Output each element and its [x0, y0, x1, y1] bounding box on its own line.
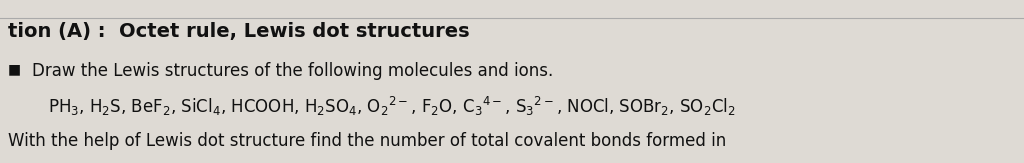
Text: PH$_3$, H$_2$S, BeF$_2$, SiCl$_4$, HCOOH, H$_2$SO$_4$, O$_2$$^{2-}$, F$_2$O, C$_: PH$_3$, H$_2$S, BeF$_2$, SiCl$_4$, HCOOH…: [48, 95, 736, 118]
Text: ■: ■: [8, 62, 22, 76]
Text: With the help of Lewis dot structure find the number of total covalent bonds for: With the help of Lewis dot structure fin…: [8, 132, 731, 150]
Text: tion (A) :  Octet rule, Lewis dot structures: tion (A) : Octet rule, Lewis dot structu…: [8, 22, 470, 41]
Text: Draw the Lewis structures of the following molecules and ions.: Draw the Lewis structures of the followi…: [32, 62, 553, 80]
